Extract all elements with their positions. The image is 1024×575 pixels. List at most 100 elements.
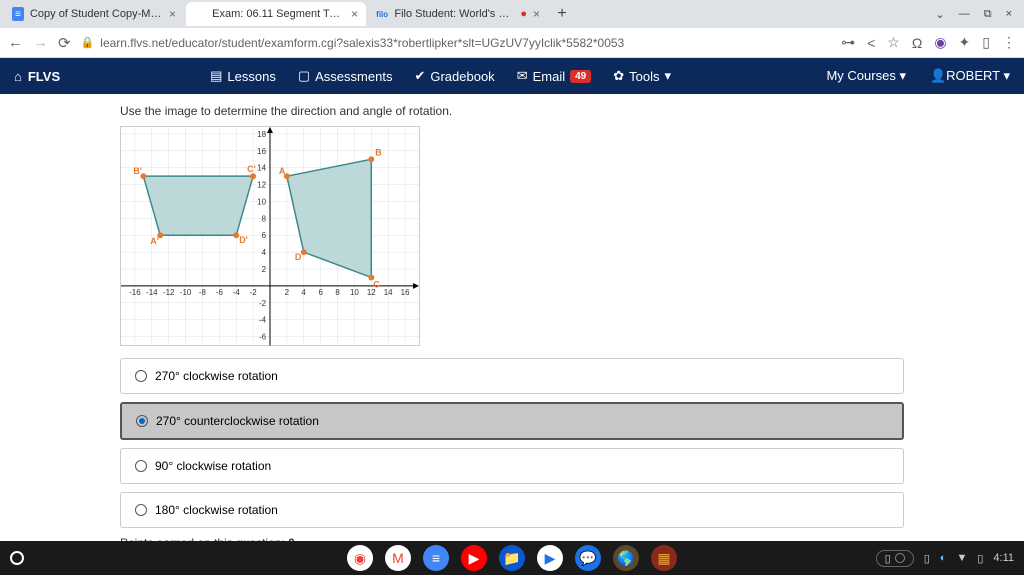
option-label: 180° clockwise rotation — [155, 503, 278, 517]
minimize-button[interactable]: — — [959, 8, 970, 21]
close-tab-icon[interactable]: × — [169, 7, 176, 21]
gradebook-link[interactable]: ✔Gradebook — [414, 68, 494, 84]
svg-text:C': C' — [247, 164, 256, 174]
svg-text:-14: -14 — [146, 288, 158, 297]
svg-text:16: 16 — [401, 288, 410, 297]
svg-text:2: 2 — [262, 265, 267, 274]
svg-text:-8: -8 — [199, 288, 207, 297]
tab-favicon-icon: ▮ — [194, 7, 206, 21]
taskbar-app-icon[interactable]: ▶ — [461, 545, 487, 571]
tray-pill[interactable]: ▯ — [876, 550, 914, 567]
email-link[interactable]: ✉Email49 — [517, 68, 592, 84]
taskbar-app-icon[interactable]: 🌎 — [613, 545, 639, 571]
svg-text:-2: -2 — [250, 288, 258, 297]
option-label: 90° clockwise rotation — [155, 459, 271, 473]
svg-text:10: 10 — [350, 288, 359, 297]
taskbar-app-icon[interactable]: ▶ — [537, 545, 563, 571]
lessons-link[interactable]: ▤Lessons — [210, 68, 276, 84]
svg-text:-12: -12 — [163, 288, 175, 297]
lock-icon: 🔒 — [81, 36, 95, 49]
side-panel-icon[interactable]: ▯ — [982, 34, 990, 51]
close-tab-icon[interactable]: × — [351, 7, 358, 21]
svg-text:4: 4 — [262, 248, 267, 257]
answer-option[interactable]: 180° clockwise rotation — [120, 492, 904, 528]
svg-text:6: 6 — [318, 288, 323, 297]
taskbar-app-icon[interactable]: 💬 — [575, 545, 601, 571]
extension-icon[interactable]: ◉ — [934, 34, 946, 51]
svg-text:A': A' — [150, 236, 159, 246]
close-window-button[interactable]: × — [1006, 8, 1012, 21]
taskbar-app-icon[interactable]: M — [385, 545, 411, 571]
svg-text:-4: -4 — [233, 288, 241, 297]
svg-text:A: A — [279, 166, 286, 176]
radio-icon — [135, 370, 147, 382]
browser-tab[interactable]: ▮ Exam: 06.11 Segment Two Exa × — [186, 2, 366, 26]
taskbar-app-icon[interactable]: ◉ — [347, 545, 373, 571]
svg-text:16: 16 — [257, 147, 266, 156]
wifi-icon[interactable]: ▼ — [956, 552, 967, 564]
svg-text:C: C — [373, 279, 380, 289]
url-field[interactable]: 🔒 learn.flvs.net/educator/student/examfo… — [81, 36, 832, 50]
share-icon[interactable]: < — [867, 35, 875, 51]
svg-text:12: 12 — [257, 181, 266, 190]
tray-clipboard-icon[interactable]: ▯ — [924, 552, 930, 565]
url-text: learn.flvs.net/educator/student/examform… — [100, 36, 624, 50]
address-bar: ← → ⟳ 🔒 learn.flvs.net/educator/student/… — [0, 28, 1024, 58]
question-content: Use the image to determine the direction… — [0, 94, 1024, 550]
brand-label[interactable]: FLVS — [28, 69, 60, 84]
svg-text:B': B' — [133, 166, 142, 176]
svg-text:-2: -2 — [259, 299, 267, 308]
browser-tab[interactable]: filoFilo Student: World's Only Li●× — [368, 2, 548, 26]
close-tab-icon[interactable]: × — [533, 7, 540, 21]
clock[interactable]: 4:11 — [993, 552, 1014, 564]
radio-icon — [136, 415, 148, 427]
taskbar-app-icon[interactable]: ≡ — [423, 545, 449, 571]
mail-icon: ✉ — [517, 68, 528, 84]
home-icon[interactable]: ⌂ — [14, 69, 22, 84]
answer-option[interactable]: 270° clockwise rotation — [120, 358, 904, 394]
radio-icon — [135, 504, 147, 516]
launcher-icon[interactable] — [10, 551, 24, 565]
option-label: 270° clockwise rotation — [155, 369, 278, 383]
puzzle-icon[interactable]: ✦ — [959, 34, 971, 51]
star-icon[interactable]: ☆ — [887, 34, 900, 51]
assessments-link[interactable]: ▢Assessments — [298, 68, 393, 84]
back-button[interactable]: ← — [8, 34, 23, 51]
flvs-navbar: ⌂ FLVS ▤Lessons ▢Assessments ✔Gradebook … — [0, 58, 1024, 94]
user-icon: 👤 — [930, 68, 946, 83]
maximize-button[interactable]: ⧉ — [984, 8, 992, 21]
key-icon[interactable]: ⊶ — [841, 34, 855, 51]
reload-button[interactable]: ⟳ — [58, 34, 71, 52]
forward-button[interactable]: → — [33, 34, 48, 51]
tab-favicon-icon: filo — [376, 7, 388, 21]
answer-option[interactable]: 270° counterclockwise rotation — [120, 402, 904, 440]
email-badge: 49 — [570, 70, 591, 83]
tab-title: Copy of Student Copy-Math Tes — [30, 8, 163, 20]
svg-text:10: 10 — [257, 197, 266, 206]
taskbar-app-icon[interactable]: 📁 — [499, 545, 525, 571]
menu-icon[interactable]: ⋮ — [1002, 34, 1016, 51]
svg-text:-6: -6 — [259, 333, 267, 342]
chevron-down-icon[interactable]: ⌄ — [935, 8, 944, 21]
svg-text:D: D — [295, 252, 302, 262]
taskbar: ◉ M ≡ ▶ 📁 ▶ 💬 🌎 ▦ ▯ ▯ ◐ ▼ ▯ 4:11 — [0, 541, 1024, 575]
user-menu[interactable]: 👤ROBERT ▾ — [930, 68, 1010, 84]
omega-icon[interactable]: Ω — [912, 35, 922, 51]
taskbar-app-icon[interactable]: ▦ — [651, 545, 677, 571]
monitor-icon: ▢ — [298, 68, 310, 84]
svg-text:8: 8 — [335, 288, 340, 297]
tray-status-icon[interactable]: ◐ — [940, 552, 947, 564]
my-courses-link[interactable]: My Courses ▾ — [826, 68, 906, 84]
svg-text:14: 14 — [384, 288, 393, 297]
svg-text:D': D' — [239, 235, 248, 245]
radio-icon — [135, 460, 147, 472]
tools-link[interactable]: ✿Tools ▾ — [613, 68, 671, 84]
check-icon: ✔ — [414, 68, 425, 84]
svg-text:4: 4 — [302, 288, 307, 297]
tab-title: Exam: 06.11 Segment Two Exa — [212, 8, 345, 20]
new-tab-button[interactable]: + — [550, 5, 574, 23]
battery-icon[interactable]: ▯ — [977, 552, 983, 565]
browser-tab[interactable]: ≡Copy of Student Copy-Math Tes× — [4, 2, 184, 26]
answer-option[interactable]: 90° clockwise rotation — [120, 448, 904, 484]
svg-text:-10: -10 — [180, 288, 192, 297]
